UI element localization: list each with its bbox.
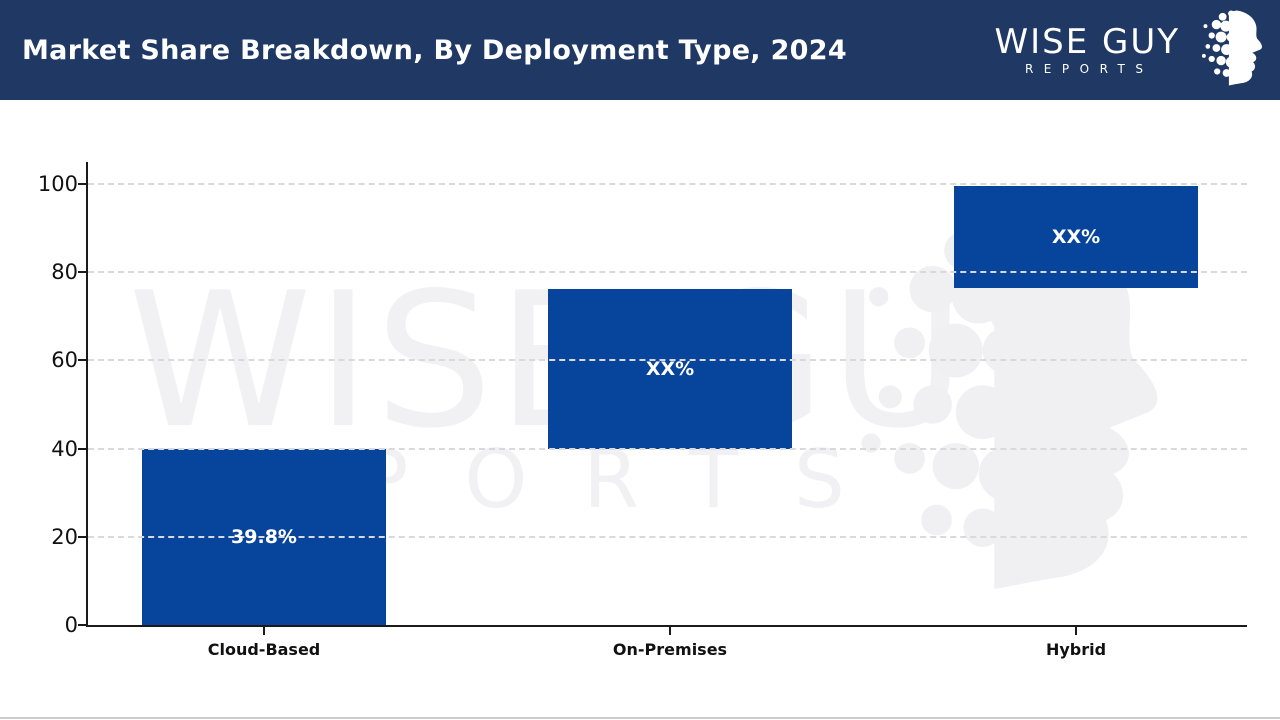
logo-subtitle: REPORTS xyxy=(1024,61,1154,76)
wiseguy-face-icon xyxy=(1182,5,1268,95)
header-band: Market Share Breakdown, By Deployment Ty… xyxy=(0,0,1280,100)
y-tick-label: 80 xyxy=(51,260,78,285)
x-axis-line xyxy=(86,625,1247,627)
y-tick-mark xyxy=(78,624,86,626)
y-tick-mark xyxy=(78,183,86,185)
logo-wordmark: WISE GUY xyxy=(994,21,1180,62)
gridline xyxy=(88,359,1247,362)
wiseguy-logo: WISE GUY REPORTS xyxy=(994,5,1280,95)
x-category-label: On-Premises xyxy=(612,640,728,659)
logo-text: WISE GUY REPORTS xyxy=(994,25,1180,76)
y-tick-mark xyxy=(78,535,86,538)
y-tick-mark xyxy=(78,359,86,362)
y-tick-label: 100 xyxy=(37,172,78,196)
x-tick-mark xyxy=(669,627,671,635)
y-tick-mark xyxy=(78,447,86,450)
x-category-label: Cloud-Based xyxy=(207,640,321,659)
bottom-border-line xyxy=(0,717,1280,719)
gridline xyxy=(88,271,1247,274)
y-tick-label: 40 xyxy=(51,436,78,461)
x-tick-mark xyxy=(263,627,265,635)
bar-value-label: XX% xyxy=(1051,225,1101,248)
gridline xyxy=(88,535,1247,538)
y-tick-mark xyxy=(78,271,86,274)
bar-value-label: XX% xyxy=(645,357,695,380)
y-tick-label: 0 xyxy=(64,613,78,637)
x-category-label: Hybrid xyxy=(1045,640,1107,659)
y-tick-label: 20 xyxy=(51,524,78,549)
y-axis-line xyxy=(86,162,88,627)
y-tick-label: 60 xyxy=(51,348,78,373)
page-title: Market Share Breakdown, By Deployment Ty… xyxy=(22,34,847,66)
x-tick-mark xyxy=(1075,627,1077,635)
bar-segment xyxy=(548,288,792,449)
bar-value-label: 39.8% xyxy=(231,526,297,549)
gridline xyxy=(88,447,1247,450)
bar-segment xyxy=(954,185,1198,288)
gridline xyxy=(88,183,1247,185)
